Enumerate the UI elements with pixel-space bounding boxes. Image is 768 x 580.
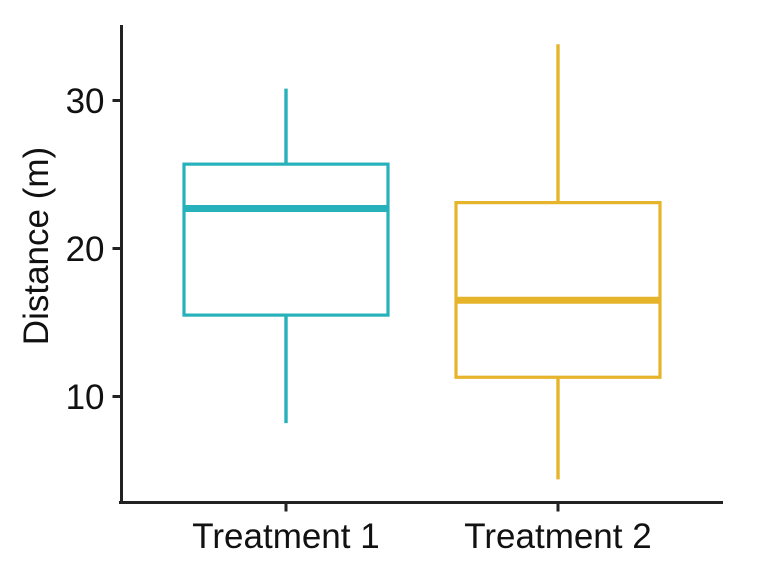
y-axis-title: Distance (m) <box>17 147 56 345</box>
y-tick-label: 30 <box>66 82 105 121</box>
x-tick-label: Treatment 1 <box>192 517 379 556</box>
iqr-box <box>182 162 390 317</box>
y-tick-label: 20 <box>66 230 105 269</box>
y-tick-label: 10 <box>66 378 105 417</box>
x-tick-label: Treatment 2 <box>464 517 651 556</box>
labels-layer: 10 20 30 Treatment 1 Treatment 2 <box>66 82 652 556</box>
box-treatment-2 <box>454 44 662 480</box>
axes-layer <box>112 25 723 512</box>
iqr-box <box>454 201 662 379</box>
boxes-layer <box>182 44 662 480</box>
box-treatment-1 <box>182 88 390 424</box>
